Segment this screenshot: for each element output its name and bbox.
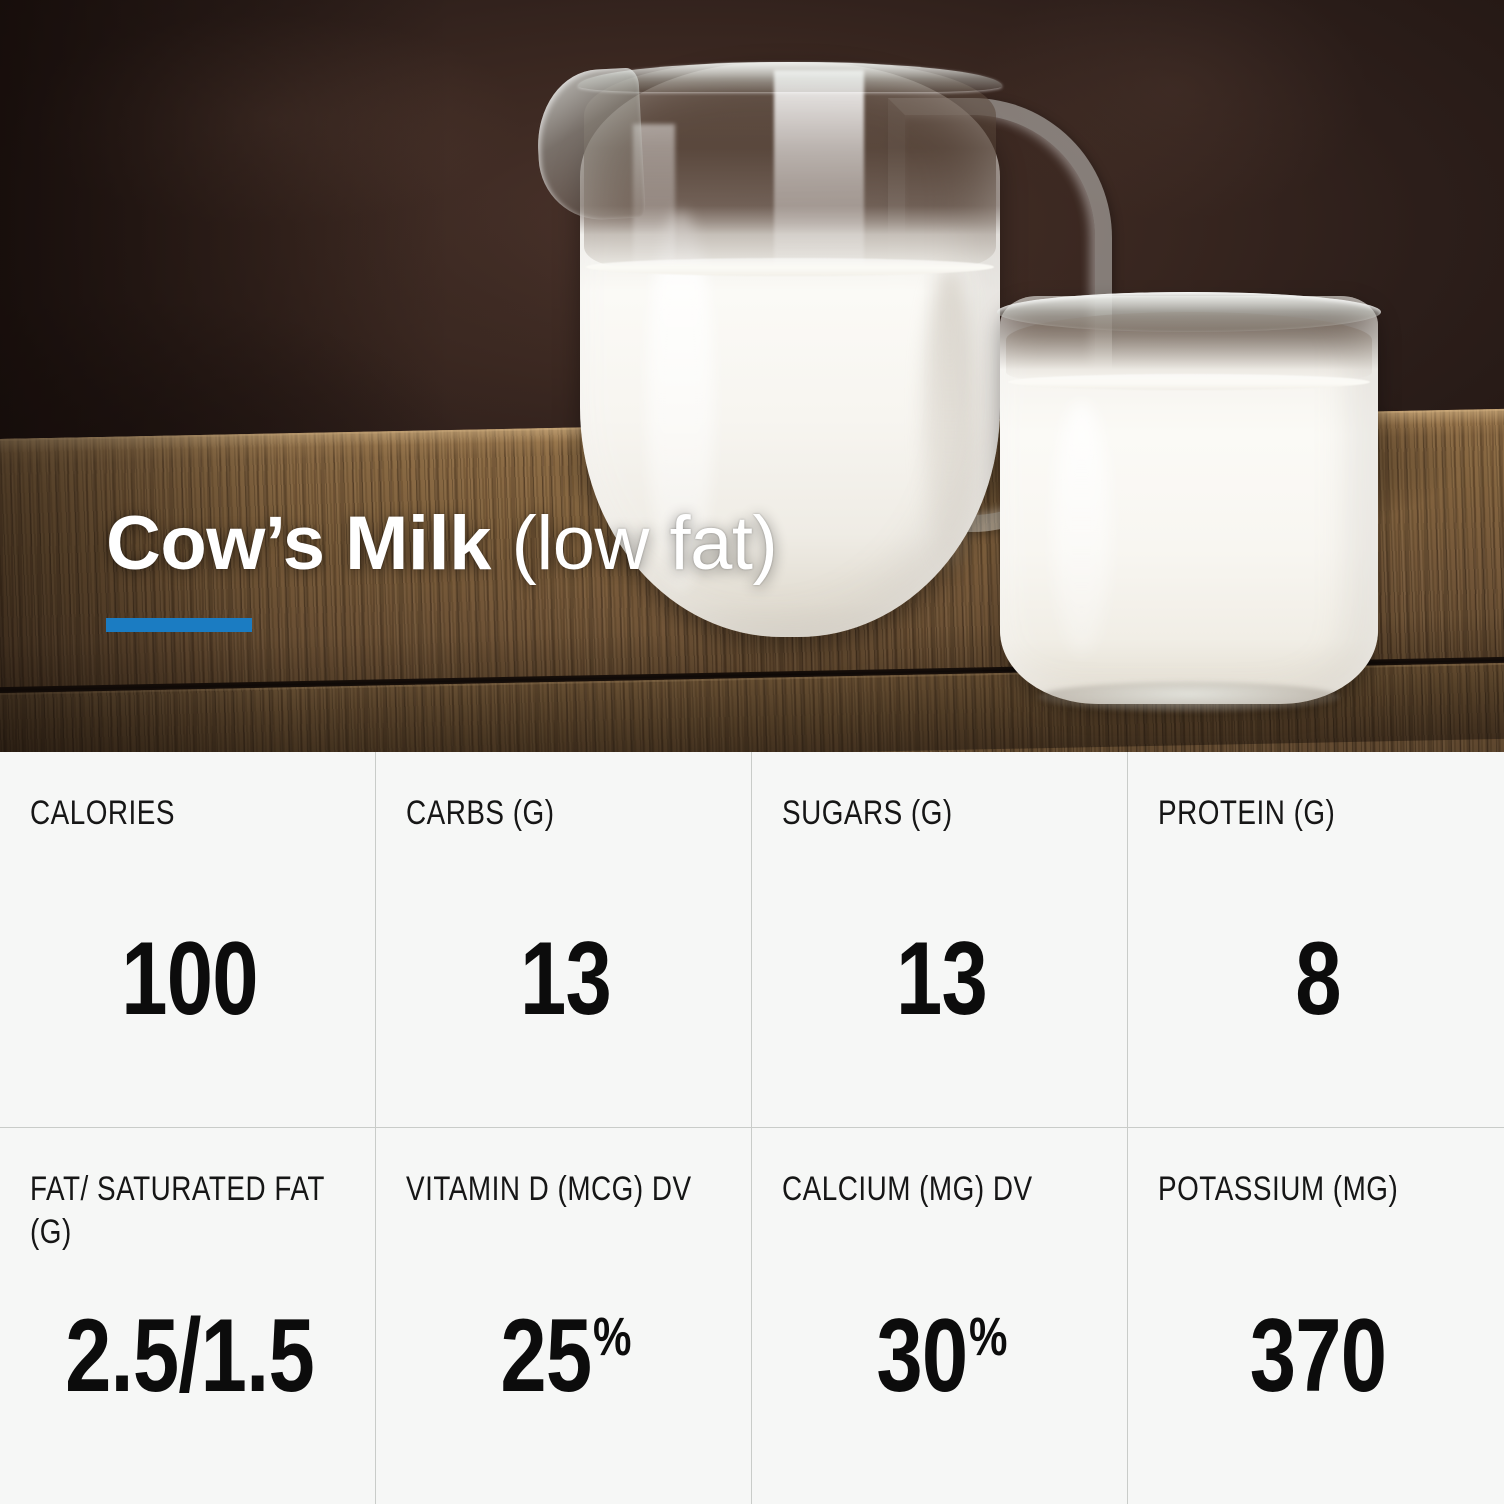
stat-label: SUGARS (G) xyxy=(782,794,953,832)
stat-value: 2.5/1.5 xyxy=(62,1304,317,1408)
stat-value-number: 30 xyxy=(876,1297,968,1414)
stat-value-percent-suffix: % xyxy=(592,1307,631,1368)
stat-value-number: 8 xyxy=(1295,920,1341,1037)
glass-milk-surface xyxy=(1008,374,1370,390)
hero-photo-section: Cow’s Milk (low fat) xyxy=(0,0,1504,752)
stat-value-percent-suffix: % xyxy=(968,1307,1007,1368)
stat-label: PROTEIN (G) xyxy=(1158,794,1336,832)
stat-cell-potassium: POTASSIUM (MG) 370 xyxy=(1128,1128,1504,1504)
page-title: Cow’s Milk (low fat) xyxy=(106,506,778,582)
stat-value: 100 xyxy=(62,927,317,1031)
page-title-strong: Cow’s Milk xyxy=(106,501,491,586)
milk-glass xyxy=(997,292,1381,712)
glass-body xyxy=(1000,296,1378,704)
stat-cell-protein: PROTEIN (G) 8 xyxy=(1128,752,1504,1128)
stat-cell-calories: CALORIES 100 xyxy=(0,752,376,1128)
stat-value-number: 13 xyxy=(520,920,612,1037)
stat-cell-fat-saturated-fat: FAT/ SATURATED FAT (G) 2.5/1.5 xyxy=(0,1128,376,1504)
stat-label: CARBS (G) xyxy=(406,794,555,832)
stat-cell-vitamin-d: VITAMIN D (MCG) DV 25% xyxy=(376,1128,752,1504)
stat-value: 13 xyxy=(438,927,693,1031)
glass-rim xyxy=(997,292,1381,332)
accent-underline-bar xyxy=(106,618,252,632)
stat-value-number: 2.5/1.5 xyxy=(65,1297,315,1414)
stat-label: VITAMIN D (MCG) DV xyxy=(406,1170,692,1208)
title-block: Cow’s Milk (low fat) xyxy=(106,506,778,632)
stat-label: POTASSIUM (MG) xyxy=(1158,1170,1399,1208)
pitcher-milk-surface xyxy=(586,258,994,276)
nutrition-stats-grid: CALORIES 100 CARBS (G) 13 SUGARS (G) 13 … xyxy=(0,752,1504,1504)
stat-cell-sugars: SUGARS (G) 13 xyxy=(752,752,1128,1128)
page-title-light: (low fat) xyxy=(490,501,778,586)
pitcher-neck xyxy=(584,62,996,267)
stat-label: CALORIES xyxy=(30,794,175,832)
stat-value: 8 xyxy=(1190,927,1446,1031)
pitcher-rim xyxy=(578,62,1002,92)
stat-cell-carbs: CARBS (G) 13 xyxy=(376,752,752,1128)
stat-value: 25% xyxy=(438,1304,693,1408)
stat-value: 370 xyxy=(1190,1304,1446,1408)
stat-value: 13 xyxy=(814,927,1069,1031)
pitcher-highlight-right xyxy=(924,269,975,568)
stat-label: FAT/ SATURATED FAT (G) xyxy=(30,1170,325,1251)
stat-value-number: 25 xyxy=(500,1297,592,1414)
stat-label: CALCIUM (MG) DV xyxy=(782,1170,1033,1208)
milk-photograph: Cow’s Milk (low fat) xyxy=(0,0,1504,752)
stat-value-number: 13 xyxy=(896,920,988,1037)
stat-value-number: 100 xyxy=(121,920,258,1037)
pitcher-neck-highlight xyxy=(773,70,865,267)
stat-cell-calcium: CALCIUM (MG) DV 30% xyxy=(752,1128,1128,1504)
stat-value-number: 370 xyxy=(1249,1297,1387,1414)
glass-highlight xyxy=(1052,402,1110,656)
stat-value: 30% xyxy=(814,1304,1069,1408)
glass-base xyxy=(1037,682,1341,712)
